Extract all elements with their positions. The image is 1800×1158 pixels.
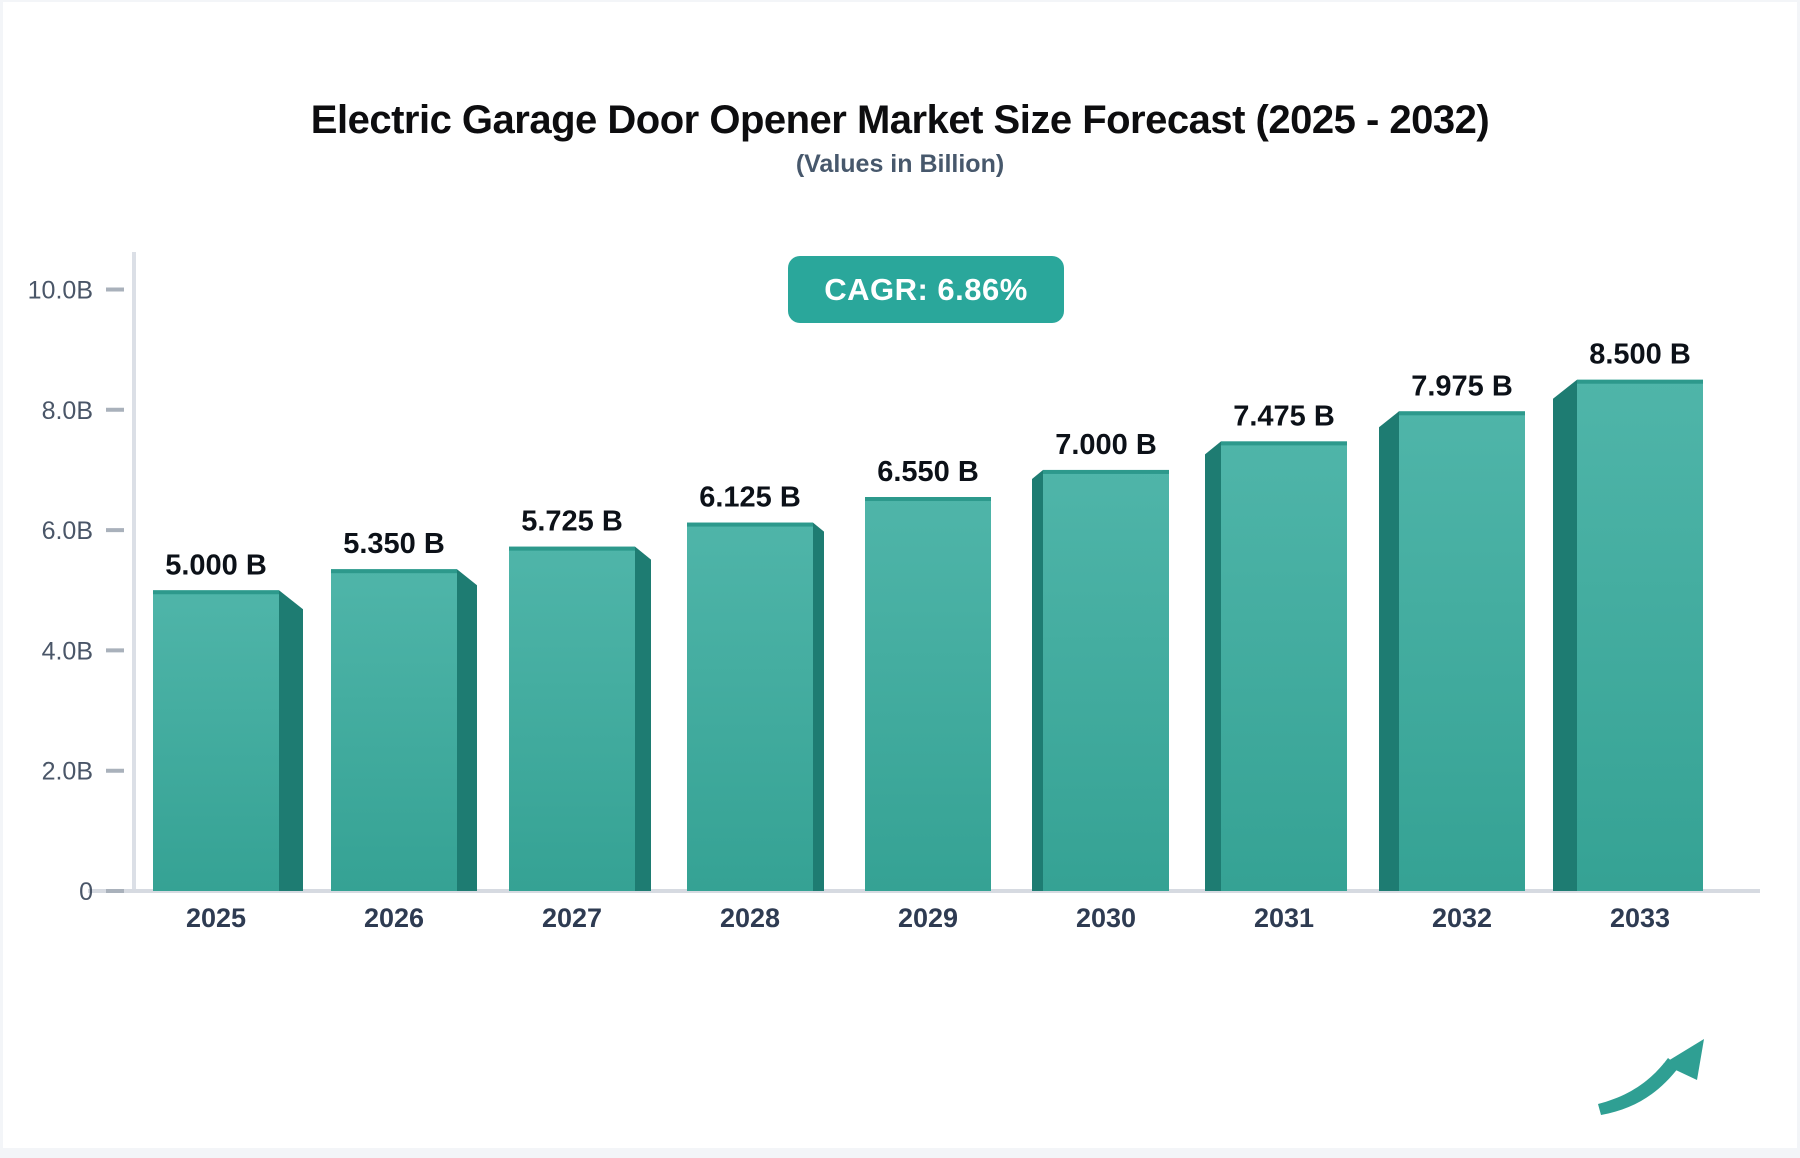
bar-2030	[1043, 469, 1169, 891]
bar-side-2026	[457, 569, 477, 891]
bar-2033	[1577, 379, 1703, 891]
chart-subtitle: (Values in Billion)	[795, 150, 1005, 178]
bar-top-edge-2028	[687, 522, 813, 527]
bar-2027	[509, 546, 635, 891]
bar-top-edge-2029	[865, 497, 991, 502]
x-tick-label: 2026	[364, 903, 424, 933]
x-tick-label: 2033	[1610, 903, 1670, 933]
y-tick-label: 2.0B	[42, 758, 93, 786]
bar-top-edge-2025	[153, 590, 279, 595]
x-tick-label: 2029	[898, 903, 958, 933]
x-tick-label: 2028	[720, 903, 780, 933]
y-tick-label: 10.0B	[28, 277, 93, 305]
bar-side-2025	[279, 590, 303, 891]
bar-2031	[1221, 441, 1347, 891]
bar-2026	[331, 569, 457, 891]
bar-2028	[687, 522, 813, 891]
x-tick-label: 2025	[186, 903, 246, 933]
bar-2025	[153, 590, 279, 891]
bar-2032	[1399, 411, 1525, 891]
bar-value-label: 7.975 B	[1411, 370, 1513, 402]
chart-card: Electric Garage Door Opener Market Size …	[3, 2, 1797, 1148]
bar-side-2033	[1553, 379, 1577, 891]
bar-top-edge-2027	[509, 546, 635, 551]
x-tick-label: 2032	[1432, 903, 1492, 933]
bar-top-edge-2033	[1577, 379, 1703, 384]
bar-top-edge-2030	[1043, 469, 1169, 474]
chart-title: Electric Garage Door Opener Market Size …	[310, 98, 1490, 142]
bar-value-label: 6.550 B	[877, 456, 979, 488]
bar-side-2030	[1032, 469, 1043, 891]
y-tick-label: 8.0B	[42, 397, 93, 425]
bar-value-label: 7.000 B	[1055, 429, 1157, 461]
x-tick-label: 2027	[542, 903, 602, 933]
bar-side-2032	[1379, 411, 1399, 891]
bar-value-label: 5.350 B	[343, 528, 445, 560]
bar-value-label: 6.125 B	[699, 482, 801, 514]
cagr-badge: CAGR: 6.86%	[788, 256, 1064, 323]
y-tick-label: 0	[79, 878, 93, 906]
bar-side-2028	[813, 522, 824, 891]
bar-top-edge-2032	[1399, 411, 1525, 416]
amr-logo	[1503, 1017, 1743, 1132]
bar-top-edge-2031	[1221, 441, 1347, 446]
x-tick-label: 2031	[1254, 903, 1314, 933]
y-tick-label: 4.0B	[42, 637, 93, 665]
bar-side-2031	[1205, 441, 1221, 891]
bar-value-label: 5.725 B	[521, 506, 623, 538]
bar-2029	[865, 497, 991, 891]
amr-logo-swoosh-icon	[1598, 1039, 1704, 1115]
amr-logo-graphic	[1598, 1039, 1704, 1115]
bar-side-2027	[635, 546, 651, 891]
bar-top-edge-2026	[331, 569, 457, 574]
bar-value-label: 7.475 B	[1233, 400, 1335, 432]
bar-value-label: 5.000 B	[165, 549, 267, 581]
bar-value-label: 8.500 B	[1589, 339, 1691, 371]
x-tick-label: 2030	[1076, 903, 1136, 933]
bar-chart: 10.0B 8.0B 6.0B 4.0B 2.0B 0 5.000 B 2025 5.350 B…	[28, 252, 1760, 933]
y-tick-label: 6.0B	[42, 517, 93, 545]
